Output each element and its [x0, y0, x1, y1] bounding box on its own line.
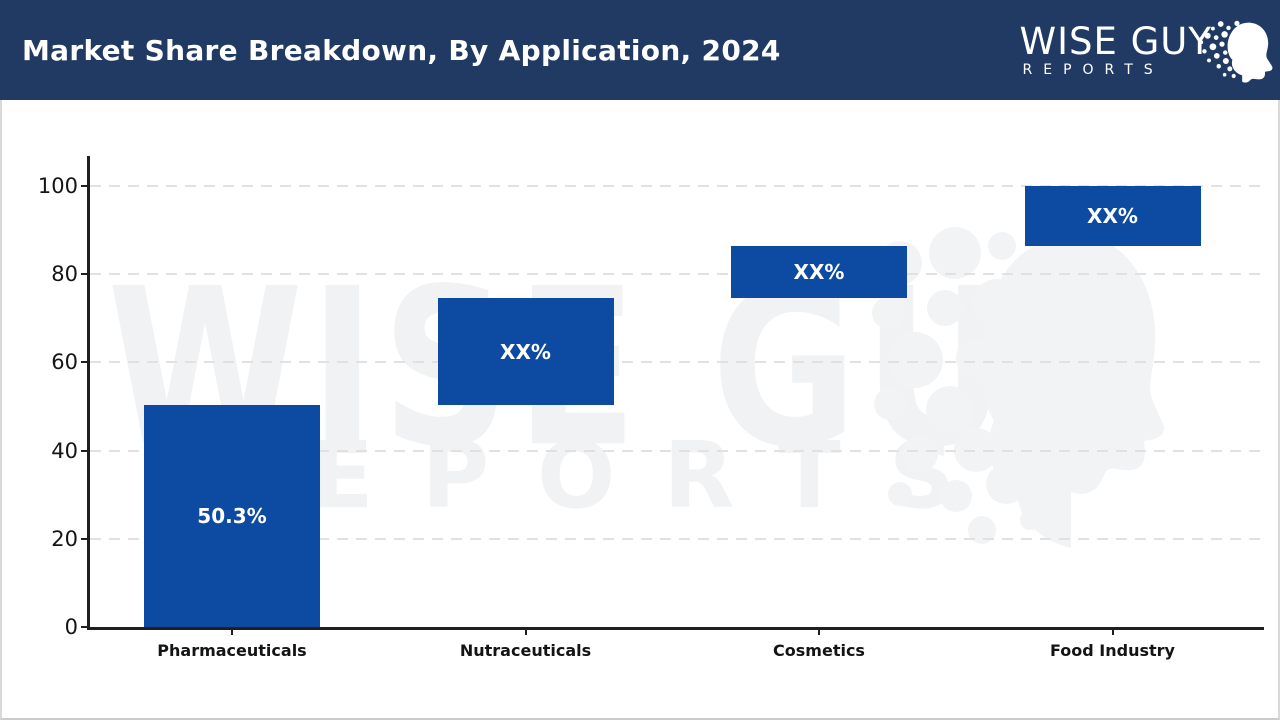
wiseguy-face-icon	[1199, 20, 1273, 83]
watermark-face-icon	[872, 227, 1164, 548]
x-axis-category-label: Nutraceuticals	[459, 641, 592, 660]
y-axis-tick-label: 80	[51, 262, 78, 287]
waterfall-bar: XX%	[731, 246, 907, 298]
y-axis-tick	[81, 626, 90, 628]
plot-area: 0 20 40 60 80 100 50.3% Pharmaceuticals XX% Nutra…	[2, 100, 1278, 718]
y-axis-tick	[81, 361, 90, 364]
x-axis-category-label: Pharmaceuticals	[157, 641, 307, 660]
y-axis-tick-label: 0	[64, 615, 78, 639]
chart-title: Market Share Breakdown, By Application, …	[22, 33, 781, 67]
gridline	[90, 273, 1264, 276]
logo-wordmark: WISE GUY	[1019, 20, 1212, 63]
gridline	[90, 537, 1264, 540]
bar-value-label: XX%	[500, 339, 551, 364]
x-axis-tick	[524, 627, 527, 635]
x-axis-category-label: Food Industry	[1050, 641, 1175, 660]
x-axis-category-label: Cosmetics	[773, 641, 865, 660]
y-axis-tick-label: 20	[51, 526, 78, 551]
wiseguy-logo-text: WISE GUY REPORTS	[1020, 23, 1212, 77]
gridline	[90, 449, 1264, 452]
wiseguy-logo: WISE GUY REPORTS	[1020, 7, 1280, 93]
y-axis-tick	[81, 273, 90, 276]
x-axis-tick	[231, 627, 233, 635]
waterfall-bar: XX%	[437, 298, 614, 406]
bar-value-label: XX%	[1087, 204, 1138, 229]
logo-subtext: REPORTS	[1022, 62, 1164, 78]
y-axis-tick	[81, 449, 90, 452]
bar-value-label: XX%	[793, 260, 845, 285]
chart-canvas: WISE GUY REPORTS 0 20 40 60 80 100 50.3% Pharma…	[0, 100, 1280, 720]
waterfall-bar: 50.3%	[144, 405, 320, 627]
y-axis-tick-label: 100	[37, 174, 78, 198]
y-axis-line	[87, 156, 90, 630]
y-axis-tick	[81, 185, 90, 187]
gridline	[90, 185, 1264, 187]
y-axis-tick	[81, 537, 90, 540]
waterfall-bar: XX%	[1024, 186, 1201, 247]
x-axis-line	[87, 627, 1264, 630]
bar-value-label: 50.3%	[197, 504, 267, 529]
y-axis-tick-label: 40	[51, 438, 78, 463]
x-axis-tick	[818, 627, 820, 635]
header-bar: Market Share Breakdown, By Application, …	[0, 0, 1280, 100]
gridline	[90, 361, 1264, 364]
x-axis-tick	[1111, 627, 1114, 635]
y-axis-tick-label: 60	[51, 350, 78, 375]
